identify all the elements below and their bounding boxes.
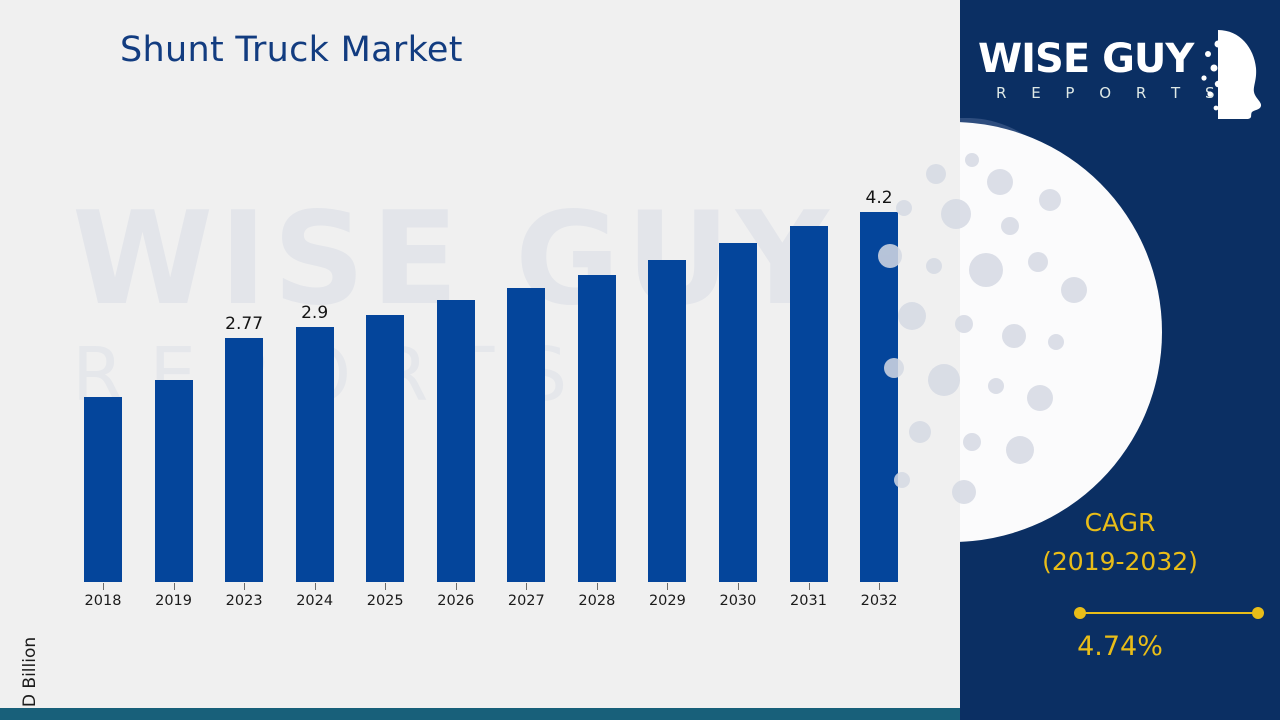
bar-2025	[366, 315, 405, 582]
bar-value-label-2032: 4.2	[865, 188, 893, 209]
cagr-period: (2019-2032)	[1042, 547, 1198, 576]
bar-2024	[295, 326, 334, 582]
x-axis-tick-2030	[737, 583, 739, 590]
x-axis-label-2026: 2026	[437, 593, 475, 609]
brand-logo: WISE GUY R E P O R T S	[974, 28, 1266, 120]
page-title: Shunt Truck Market	[120, 30, 463, 70]
cagr-divider-dot-left	[1074, 607, 1086, 619]
footer-bar	[0, 708, 960, 720]
x-axis-label-2024: 2024	[296, 593, 334, 609]
x-axis-tick-2018	[103, 583, 104, 590]
bar-2027	[507, 288, 546, 582]
x-axis-label-2029: 2029	[648, 593, 686, 609]
plot-area: 2018 2019 2.77 2023 2.9 2024 2025 2026 2027 2028 2…	[84, 188, 899, 609]
x-axis-label-2028: 2028	[578, 593, 616, 609]
bar-2019	[154, 379, 193, 582]
x-axis-tick-2026	[455, 583, 457, 590]
x-axis-tick-2028	[596, 583, 598, 590]
cagr-divider-dot-right	[1252, 607, 1264, 619]
x-axis-tick-2027	[526, 583, 528, 590]
dotted-head-icon	[1201, 30, 1262, 119]
bar-value-label-2023: 2.77	[225, 314, 264, 335]
x-axis-tick-2019	[173, 583, 175, 590]
logo-wordmark: WISE GUY	[978, 36, 1194, 82]
x-axis-label-2032: 2032	[860, 593, 898, 609]
x-axis-label-2027: 2027	[507, 593, 545, 609]
x-axis-label-2025: 2025	[366, 593, 404, 609]
logo-subtext: R E P O R T S	[996, 84, 1225, 102]
x-axis-tick-2024	[314, 583, 316, 590]
bar-2023	[225, 338, 264, 582]
cagr-divider	[1078, 612, 1259, 614]
cagr-value: 4.74%	[1077, 631, 1163, 662]
x-axis-label-2030: 2030	[719, 593, 757, 609]
bar-2031	[789, 226, 828, 582]
x-axis-tick-2029	[667, 583, 669, 590]
brand-panel: WISE GUY R E P O R T S CAGR (2019-2032) …	[960, 0, 1280, 720]
bar-2026	[436, 299, 475, 582]
x-axis-tick-2023	[244, 583, 246, 590]
bar-2028	[577, 274, 616, 582]
bar-2030	[718, 243, 757, 582]
bar-value-label-2024: 2.9	[301, 302, 329, 323]
x-axis-label-2019: 2019	[155, 593, 192, 609]
x-axis-label-2031: 2031	[790, 593, 827, 609]
bar-2018	[84, 397, 122, 582]
cagr-title: CAGR	[1084, 508, 1156, 537]
bar-2029	[648, 259, 687, 582]
bar-2032	[860, 212, 899, 582]
x-axis-label-2023: 2023	[225, 593, 263, 609]
x-axis-tick-2031	[808, 583, 810, 590]
x-axis-tick-2025	[385, 583, 387, 590]
x-axis-label-2018: 2018	[84, 593, 122, 609]
x-axis-tick-2032	[879, 583, 881, 590]
